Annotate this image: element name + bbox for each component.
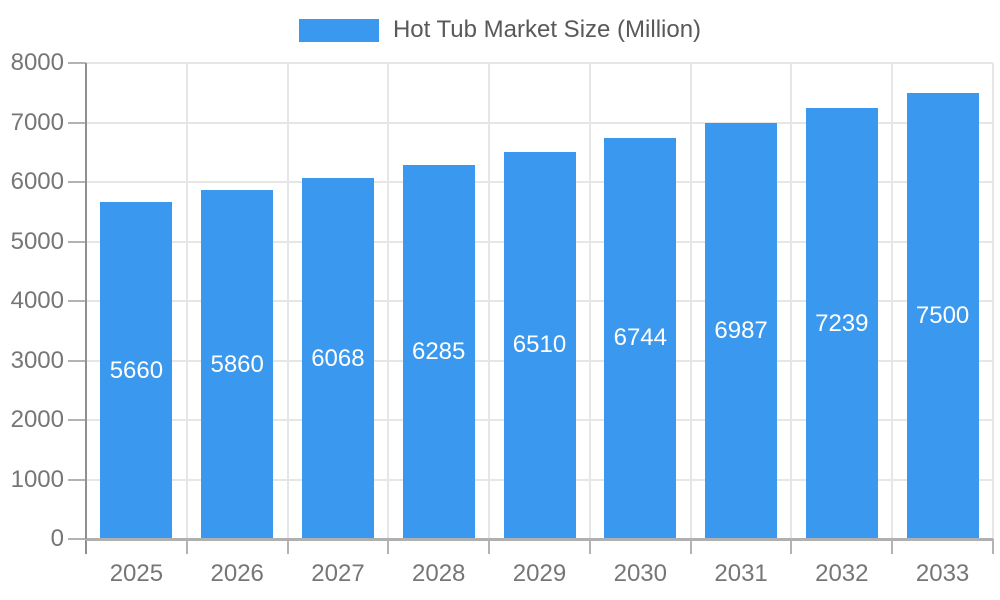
y-tick-label-1000: 1000 [10,465,64,493]
y-tick-label-2000: 2000 [10,406,64,433]
x-axis-tick [588,539,591,554]
y-tick-label-4000: 4000 [10,287,64,314]
x-axis-tick [387,539,390,554]
y-axis-tick [68,62,86,64]
y-tick-label-5000: 5000 [10,227,64,255]
x-axis-line [86,538,993,541]
y-tick-label-8000: 8000 [10,49,64,76]
y-axis-tick [68,181,86,183]
legend-swatch [298,18,379,42]
x-axis-tick [992,539,994,554]
bar-2028[interactable] [402,165,475,539]
y-axis-tick [68,300,86,302]
y-tick-label-6000: 6000 [10,168,64,195]
bar-value-label-2031: 6987 [714,317,768,345]
x-tick-label-2030: 2030 [613,560,667,587]
bar-value-label-2027: 6068 [311,344,365,372]
horizontal-gridline [86,62,993,64]
x-axis-tick [85,539,87,554]
horizontal-gridline [86,121,993,124]
y-axis-tick [68,478,86,481]
bar-value-label-2026: 5860 [210,350,264,378]
legend[interactable]: Hot Tub Market Size (Million) [0,17,1000,43]
bar-2029[interactable] [503,151,576,539]
x-axis-tick [689,539,692,554]
x-tick-label-2033: 2033 [915,560,970,587]
y-axis-line [85,63,87,539]
x-tick-label-2029: 2029 [512,560,567,587]
bar-2026[interactable] [201,190,274,539]
x-tick-label-2031: 2031 [714,560,768,587]
y-tick-label-7000: 7000 [10,108,64,136]
bar-value-label-2029: 6510 [512,331,567,359]
x-axis-tick [185,539,188,554]
y-tick-label-3000: 3000 [10,346,64,374]
y-axis-tick [68,240,86,243]
y-axis-tick [68,419,86,421]
bar-value-label-2030: 6744 [613,324,667,352]
x-tick-label-2027: 2027 [311,560,365,587]
x-axis-tick [488,539,491,554]
y-axis-tick [68,538,86,540]
x-axis-tick [891,539,894,554]
y-axis-tick [68,359,86,362]
bar-2033[interactable] [906,92,979,540]
bar-2031[interactable] [705,123,778,539]
vertical-gridline [992,63,994,539]
bar-2025[interactable] [100,202,173,539]
x-axis-tick [286,539,289,554]
bar-2027[interactable] [301,178,374,539]
bar-2032[interactable] [805,108,878,539]
x-axis-tick [790,539,793,554]
y-tick-label-0: 0 [50,525,64,552]
bar-value-label-2028: 6285 [411,338,466,365]
bar-value-label-2025: 5660 [109,356,164,384]
x-tick-label-2025: 2025 [109,560,164,587]
y-axis-tick [68,121,86,124]
x-tick-label-2028: 2028 [412,560,466,587]
bar-value-label-2033: 7500 [915,301,970,329]
legend-label: Hot Tub Market Size (Million) [392,16,702,43]
x-tick-label-2032: 2032 [815,560,869,587]
bar-value-label-2032: 7239 [815,309,869,337]
x-tick-label-2026: 2026 [210,560,264,587]
bar-2030[interactable] [604,137,677,539]
